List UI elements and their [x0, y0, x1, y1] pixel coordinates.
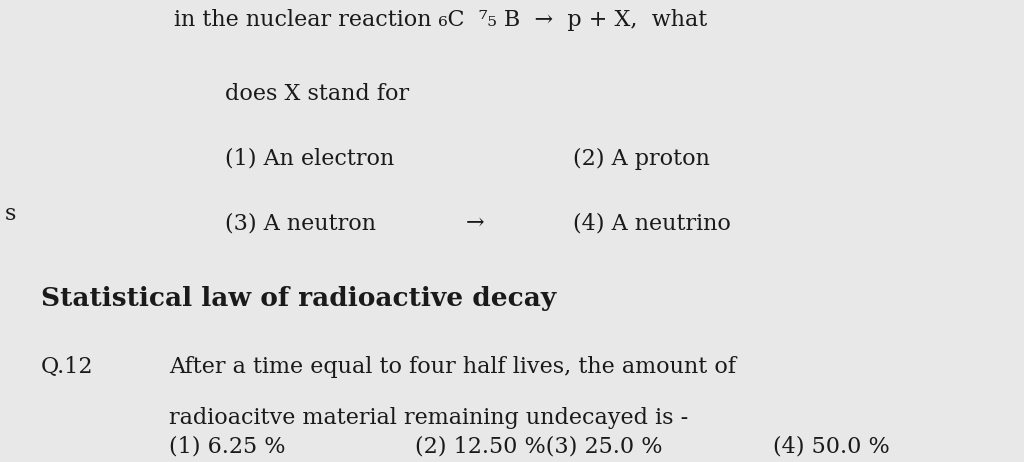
Text: does X stand for: does X stand for	[225, 83, 410, 105]
Text: (2) 12.50 %(3) 25.0 %: (2) 12.50 %(3) 25.0 %	[415, 435, 663, 457]
Text: (4) A neutrino: (4) A neutrino	[573, 213, 731, 235]
Text: After a time equal to four half lives, the amount of: After a time equal to four half lives, t…	[169, 356, 736, 378]
Text: in the nuclear reaction ₆C  ⁷₅ B  →  p + X,  what: in the nuclear reaction ₆C ⁷₅ B → p + X,…	[174, 9, 708, 31]
Text: radioacitve material remaining undecayed is -: radioacitve material remaining undecayed…	[169, 407, 688, 429]
Text: →: →	[466, 213, 484, 235]
Text: (1) 6.25 %: (1) 6.25 %	[169, 435, 286, 457]
Text: Statistical law of radioactive decay: Statistical law of radioactive decay	[41, 286, 556, 311]
Text: Q.12: Q.12	[41, 356, 93, 378]
Text: s: s	[5, 203, 16, 225]
Text: (2) A proton: (2) A proton	[573, 148, 711, 170]
Text: (3) A neutron: (3) A neutron	[225, 213, 376, 235]
Text: (4) 50.0 %: (4) 50.0 %	[773, 435, 890, 457]
Text: (1) An electron: (1) An electron	[225, 148, 394, 170]
